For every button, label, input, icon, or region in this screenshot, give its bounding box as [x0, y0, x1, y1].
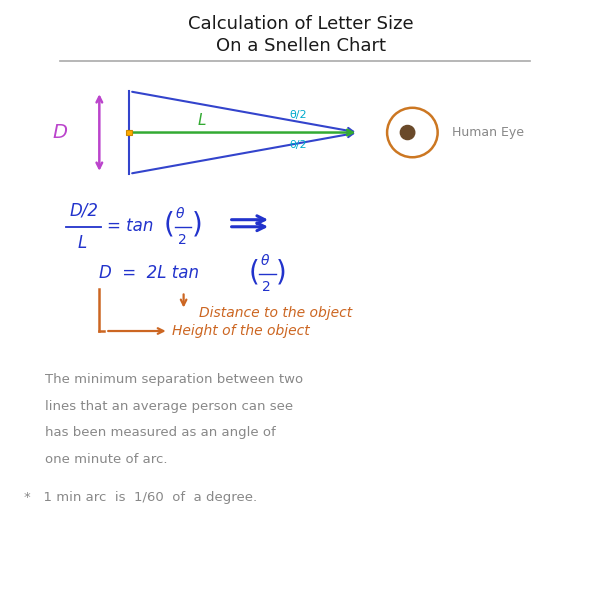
- Text: (: (: [164, 211, 175, 239]
- Text: Calculation of Letter Size: Calculation of Letter Size: [188, 15, 414, 32]
- Text: has been measured as an angle of: has been measured as an angle of: [45, 426, 276, 439]
- Text: θ: θ: [261, 254, 269, 268]
- Text: 2: 2: [262, 280, 272, 294]
- Text: (: (: [249, 258, 259, 286]
- Bar: [126, 130, 132, 135]
- Text: D/2: D/2: [69, 201, 98, 219]
- Text: one minute of arc.: one minute of arc.: [45, 453, 167, 466]
- Text: lines that an average person can see: lines that an average person can see: [45, 400, 293, 413]
- Text: The minimum separation between two: The minimum separation between two: [45, 373, 303, 386]
- Text: Height of the object: Height of the object: [172, 324, 309, 338]
- Text: θ/2: θ/2: [289, 141, 307, 150]
- Text: Human Eye: Human Eye: [452, 126, 524, 139]
- Text: L: L: [197, 113, 206, 128]
- Text: θ/2: θ/2: [289, 110, 307, 120]
- Text: = tan: = tan: [107, 217, 154, 234]
- Text: *   1 min arc  is  1/60  of  a degree.: * 1 min arc is 1/60 of a degree.: [24, 491, 257, 504]
- Text: 2: 2: [178, 233, 187, 247]
- Text: θ: θ: [176, 207, 184, 221]
- Text: On a Snellen Chart: On a Snellen Chart: [216, 37, 386, 55]
- Text: Distance to the object: Distance to the object: [199, 306, 352, 320]
- Text: ): ): [191, 211, 202, 239]
- Circle shape: [400, 125, 415, 140]
- Text: L: L: [77, 234, 86, 252]
- Text: D: D: [53, 123, 67, 142]
- Text: D  =  2L tan: D = 2L tan: [99, 264, 199, 282]
- Text: ): ): [276, 258, 287, 286]
